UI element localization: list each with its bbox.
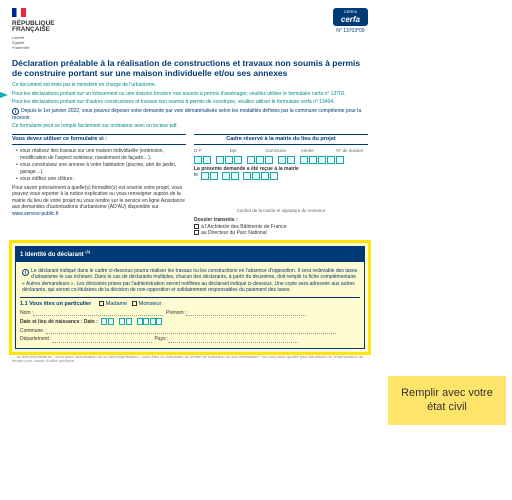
- rf-logo: RÉPUBLIQUE FRANÇAISE Liberté Égalité Fra…: [12, 8, 55, 50]
- callout-box: Remplir avec votre état civil: [388, 376, 506, 425]
- header: RÉPUBLIQUE FRANÇAISE Liberté Égalité Fra…: [12, 8, 368, 50]
- stamp-label: Cachet de la mairie et signature du rece…: [194, 208, 368, 214]
- info-icon: i: [12, 108, 19, 115]
- nom-field[interactable]: Nom : Prénom :: [20, 310, 360, 317]
- right-col: Cadre réservé à la mairie du lieu du pro…: [194, 134, 368, 237]
- birth-field[interactable]: Date et lieu de naissance : Date :: [20, 318, 360, 325]
- country-name: RÉPUBLIQUE FRANÇAISE: [12, 21, 55, 34]
- cerfa-badge: CERFA cerfa: [333, 8, 368, 26]
- madame-checkbox[interactable]: [99, 301, 104, 306]
- intro-l1: Ce document est émis par le ministère en…: [12, 82, 368, 89]
- bullet-1: vous réalisez des travaux sur une maison…: [16, 148, 186, 161]
- footnote: ... ou des propriétaires ; vous avez l'a…: [12, 355, 368, 365]
- highlight-box: 1 Identité du déclarant (1) iLe déclaran…: [12, 243, 368, 352]
- bullet-2: vous construisez une annexe à votre habi…: [16, 162, 186, 175]
- dossier-2: au Directeur du Parc National: [194, 230, 368, 237]
- section-1-note: iLe déclarant indiqué dans le cadre ci-d…: [20, 265, 360, 298]
- intro-l4-text: Depuis le 1er janvier 2022, vous pouvez …: [12, 108, 361, 121]
- section-1-heading: 1 Identité du déclarant (1): [16, 247, 364, 262]
- left-heading: Vous devez utiliser ce formulaire si :: [12, 134, 186, 145]
- cerfa-main: cerfa: [341, 15, 360, 25]
- flag-icon: [12, 8, 26, 17]
- intro-l3: Pour les déclarations portant sur d'autr…: [12, 99, 368, 106]
- intro-block: Ce document est émis par le ministère en…: [12, 82, 368, 130]
- service-public-link[interactable]: www.service-public.fr: [12, 211, 59, 217]
- box-labels-1: D PDptCommuneAnnéeN° de dossier: [194, 148, 368, 154]
- two-columns: Vous devez utiliser ce formulaire si : v…: [12, 134, 368, 237]
- dept-field[interactable]: Département : Pays :: [20, 336, 360, 343]
- commune-field[interactable]: Commune :: [20, 328, 360, 335]
- left-col: Vous devez utiliser ce formulaire si : v…: [12, 134, 186, 237]
- dossier-block: Dossier transmis : à l'Architecte des Bâ…: [194, 217, 368, 237]
- box-row-1: [194, 156, 368, 164]
- intro-l5: Ce formulaire peut se remplir facilement…: [12, 123, 368, 130]
- monsieur-checkbox[interactable]: [132, 301, 137, 306]
- motto: Liberté Égalité Fraternité: [12, 35, 55, 51]
- intro-l2: Pour les déclarations portant sur un lot…: [12, 91, 368, 98]
- left-para: Pour savoir précisément à quelle(s) form…: [12, 185, 186, 218]
- form-page: RÉPUBLIQUE FRANÇAISE Liberté Égalité Fra…: [0, 0, 380, 372]
- box-row-2: le: [194, 172, 368, 180]
- info-icon: i: [22, 269, 29, 276]
- cerfa-block: CERFA cerfa N° 13703*09: [333, 8, 368, 35]
- row-1-1: 1.1 Vous êtes un particulier Madame Mons…: [20, 301, 360, 308]
- intro-l4: iDepuis le 1er janvier 2022, vous pouvez…: [12, 108, 368, 122]
- right-heading: Cadre réservé à la mairie du lieu du pro…: [194, 134, 368, 145]
- cerfa-number: N° 13703*09: [333, 28, 368, 35]
- section-1: 1 Identité du déclarant (1) iLe déclaran…: [15, 246, 365, 349]
- form-title: Déclaration préalable à la réalisation d…: [12, 58, 368, 78]
- bullet-3: vous édifiez une clôture.: [16, 176, 186, 183]
